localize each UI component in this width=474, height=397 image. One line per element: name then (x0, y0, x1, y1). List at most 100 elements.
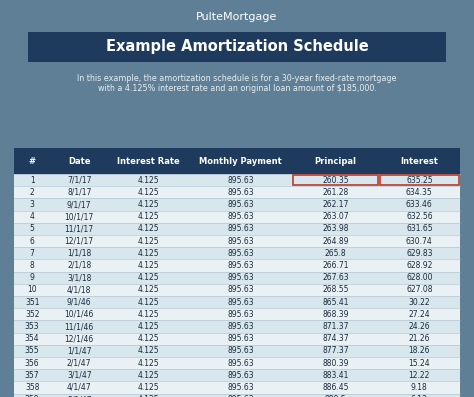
Bar (14, 393, 460, 397)
Text: 895.63: 895.63 (228, 358, 254, 368)
Text: Interest Rate: Interest Rate (118, 156, 180, 166)
Text: 4.125: 4.125 (138, 298, 160, 306)
Bar (14, 308, 460, 320)
Text: 267.63: 267.63 (322, 273, 349, 282)
Text: 865.41: 865.41 (322, 298, 349, 306)
Text: 4.125: 4.125 (138, 175, 160, 185)
Text: 895.63: 895.63 (228, 322, 254, 331)
Text: 632.56: 632.56 (406, 212, 433, 221)
Text: 357: 357 (25, 371, 39, 380)
Bar (14, 174, 460, 186)
Text: 9: 9 (30, 273, 35, 282)
Text: Monthly Payment: Monthly Payment (200, 156, 282, 166)
Text: 4/1/47: 4/1/47 (67, 383, 91, 392)
Text: 895.63: 895.63 (228, 200, 254, 209)
Text: 895.63: 895.63 (228, 224, 254, 233)
Text: 7: 7 (30, 249, 35, 258)
Text: 895.63: 895.63 (228, 261, 254, 270)
Text: PulteMortgage: PulteMortgage (196, 12, 278, 22)
Text: 21.26: 21.26 (409, 334, 430, 343)
Text: Example Amortization Schedule: Example Amortization Schedule (106, 39, 368, 54)
Text: 630.74: 630.74 (406, 237, 433, 246)
Text: 1: 1 (30, 175, 35, 185)
Bar (14, 235, 460, 247)
Text: 27.24: 27.24 (409, 310, 430, 319)
Bar (14, 210, 460, 223)
Text: 628.92: 628.92 (406, 261, 433, 270)
Text: 4.125: 4.125 (138, 358, 160, 368)
Text: 268.55: 268.55 (322, 285, 349, 295)
Bar (14, 284, 460, 296)
Text: 3/1/18: 3/1/18 (67, 273, 91, 282)
Text: 5: 5 (30, 224, 35, 233)
Text: 355: 355 (25, 347, 39, 355)
Text: 633.46: 633.46 (406, 200, 433, 209)
Text: 4.125: 4.125 (138, 212, 160, 221)
Bar (14, 345, 460, 357)
Text: 263.07: 263.07 (322, 212, 349, 221)
Text: 4.125: 4.125 (138, 285, 160, 295)
Text: 874.37: 874.37 (322, 334, 349, 343)
Text: 11/1/17: 11/1/17 (64, 224, 94, 233)
Bar (14, 198, 460, 210)
Text: 2: 2 (30, 188, 35, 197)
Text: 11/1/46: 11/1/46 (64, 322, 94, 331)
Text: 353: 353 (25, 322, 39, 331)
Text: 895.63: 895.63 (228, 298, 254, 306)
Text: 4.125: 4.125 (138, 334, 160, 343)
Text: 895.63: 895.63 (228, 395, 254, 397)
Text: 631.65: 631.65 (406, 224, 433, 233)
Text: 8/1/17: 8/1/17 (67, 188, 91, 197)
Bar (14, 272, 460, 284)
Text: 24.26: 24.26 (409, 322, 430, 331)
Bar (293, 175, 378, 185)
Text: 265.8: 265.8 (325, 249, 346, 258)
Text: 880.39: 880.39 (322, 358, 349, 368)
Text: In this example, the amortization schedule is for a 30-year fixed-rate mortgage: In this example, the amortization schedu… (77, 74, 397, 83)
Text: 4.125: 4.125 (138, 224, 160, 233)
Bar (28, 32, 446, 62)
Text: 351: 351 (25, 298, 39, 306)
Text: with a 4.125% interest rate and an original loan amount of $185,000.: with a 4.125% interest rate and an origi… (98, 84, 376, 93)
Text: 1/1/18: 1/1/18 (67, 249, 91, 258)
Text: 18.26: 18.26 (409, 347, 430, 355)
Text: 634.35: 634.35 (406, 188, 433, 197)
Text: 358: 358 (25, 383, 39, 392)
Text: 895.63: 895.63 (228, 212, 254, 221)
Text: 871.37: 871.37 (322, 322, 349, 331)
Text: 9/1/46: 9/1/46 (67, 298, 91, 306)
Bar (14, 296, 460, 308)
Text: #: # (29, 156, 36, 166)
Text: 4: 4 (30, 212, 35, 221)
Text: 895.63: 895.63 (228, 334, 254, 343)
Bar (14, 247, 460, 259)
Text: 4.125: 4.125 (138, 237, 160, 246)
Text: 895.63: 895.63 (228, 237, 254, 246)
Text: 5/1/47: 5/1/47 (67, 395, 91, 397)
Text: 4.125: 4.125 (138, 322, 160, 331)
Text: 868.39: 868.39 (322, 310, 349, 319)
Text: 895.63: 895.63 (228, 188, 254, 197)
Text: 15.24: 15.24 (409, 358, 430, 368)
Text: 359: 359 (25, 395, 39, 397)
Text: 4.125: 4.125 (138, 273, 160, 282)
Text: 4.125: 4.125 (138, 347, 160, 355)
Bar (14, 369, 460, 382)
Text: 10: 10 (27, 285, 37, 295)
Text: 4.125: 4.125 (138, 200, 160, 209)
Text: 895.63: 895.63 (228, 285, 254, 295)
Text: 895.63: 895.63 (228, 347, 254, 355)
Text: 10/1/17: 10/1/17 (64, 212, 94, 221)
Text: 895.63: 895.63 (228, 371, 254, 380)
Text: 4.125: 4.125 (138, 249, 160, 258)
Text: 877.37: 877.37 (322, 347, 349, 355)
Text: 889.5: 889.5 (325, 395, 346, 397)
Text: 9.18: 9.18 (411, 383, 428, 392)
Text: 10/1/46: 10/1/46 (64, 310, 94, 319)
Text: 4.125: 4.125 (138, 371, 160, 380)
Bar (14, 148, 460, 174)
Text: 635.25: 635.25 (406, 175, 433, 185)
Text: Interest: Interest (401, 156, 438, 166)
Text: 260.35: 260.35 (322, 175, 349, 185)
Text: 4.125: 4.125 (138, 261, 160, 270)
